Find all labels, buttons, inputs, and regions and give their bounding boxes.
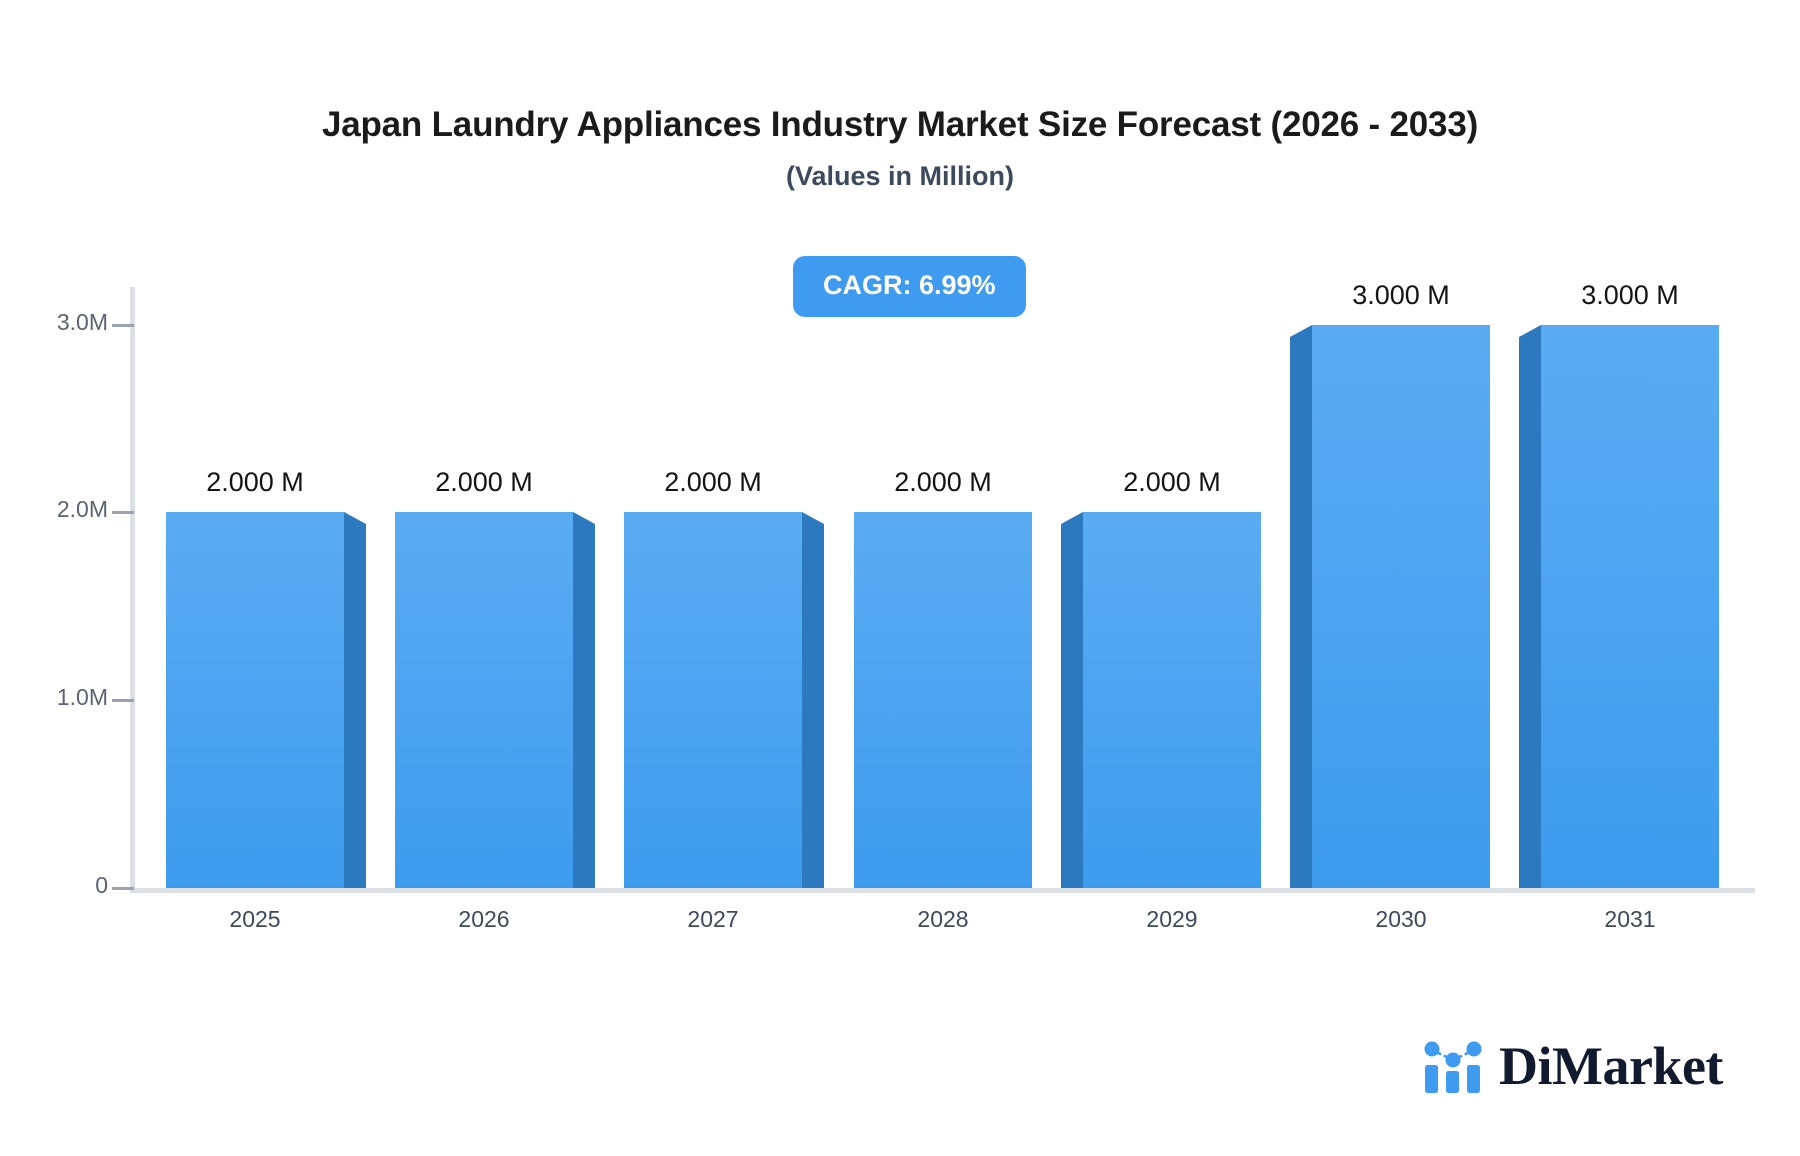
bar-chart-dots-icon	[1424, 1041, 1482, 1093]
bar-face	[166, 512, 344, 888]
title-block: Japan Laundry Appliances Industry Market…	[0, 104, 1800, 192]
y-axis-tick-mark	[112, 699, 134, 703]
bar-side-cap	[1061, 512, 1083, 524]
y-axis-tick-label: 3.0M	[56, 308, 108, 335]
bar-face	[395, 512, 573, 888]
bar-side-panel	[802, 524, 824, 888]
x-axis-tick-label: 2030	[1375, 906, 1427, 932]
bar-value-label: 3.000 M	[1352, 280, 1450, 310]
bar-2026[interactable]	[395, 512, 595, 888]
bar-side-cap	[1519, 325, 1541, 337]
x-axis-tick-label: 2028	[917, 906, 969, 932]
y-axis-tick-label: 1.0M	[56, 684, 108, 711]
bar-2029[interactable]	[1061, 512, 1261, 888]
bar-value-label: 2.000 M	[664, 467, 762, 497]
bar-value-label: 2.000 M	[1123, 467, 1221, 497]
bar-2030[interactable]	[1290, 325, 1490, 888]
bar-2031[interactable]	[1519, 325, 1719, 888]
bar-side-panel	[1290, 337, 1312, 888]
bar-value-label: 2.000 M	[435, 467, 533, 497]
bar-face	[1083, 512, 1261, 888]
bar-value-label: 3.000 M	[1581, 280, 1679, 310]
x-axis-tick-label: 2029	[1146, 906, 1198, 932]
x-axis-tick-label: 2027	[687, 906, 739, 932]
y-axis-tick-mark	[112, 511, 134, 515]
y-axis-tick-mark	[112, 887, 134, 890]
bar-side-panel	[344, 524, 366, 888]
bar-side-panel	[573, 524, 595, 888]
x-axis-tick-label: 2031	[1604, 906, 1656, 932]
bar-side-panel	[1061, 524, 1083, 888]
y-axis-tick-mark	[112, 323, 134, 327]
bar-face	[624, 512, 802, 888]
y-axis-tick-label: 0	[95, 872, 108, 898]
bar-side-cap	[1290, 325, 1312, 337]
dimarket-logo: DiMarket	[1423, 1038, 1723, 1094]
bar-2028[interactable]	[854, 512, 1032, 888]
bar-face	[1541, 325, 1719, 888]
x-axis-tick-label: 2025	[229, 906, 281, 932]
bar-face	[854, 512, 1032, 888]
bar-2025[interactable]	[166, 512, 366, 888]
x-axis-tick-label: 2026	[458, 906, 510, 932]
bar-side-cap	[802, 512, 824, 524]
bar-side-panel	[1519, 337, 1541, 888]
x-axis-line	[130, 888, 1755, 893]
bar-side-cap	[573, 512, 595, 524]
y-axis-line	[130, 287, 135, 891]
page-subtitle: (Values in Million)	[785, 161, 1015, 192]
cagr-badge: CAGR: 6.99%	[793, 256, 1026, 317]
bar-2027[interactable]	[624, 512, 824, 888]
bar-value-label: 2.000 M	[894, 467, 992, 497]
bar-side-cap	[344, 512, 366, 524]
bar-face	[1312, 325, 1490, 888]
y-axis-tick-label: 2.0M	[56, 496, 108, 523]
page-title: Japan Laundry Appliances Industry Market…	[321, 105, 1479, 144]
logo-text: DiMarket	[1499, 1036, 1723, 1096]
bar-value-label: 2.000 M	[206, 467, 304, 497]
